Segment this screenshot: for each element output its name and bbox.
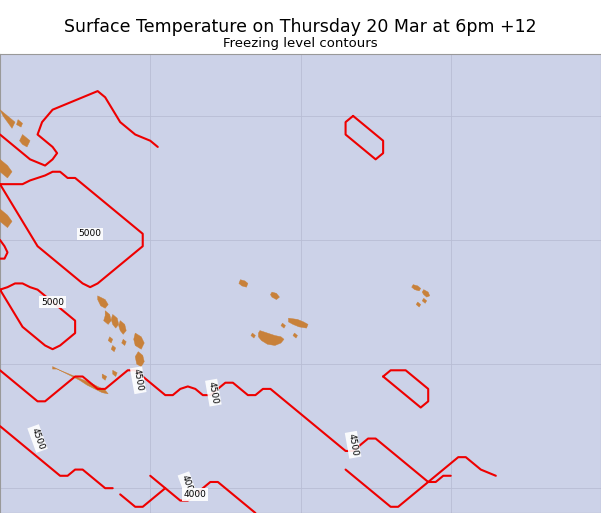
Polygon shape [134,333,144,349]
Polygon shape [281,323,285,328]
Polygon shape [422,299,427,303]
Polygon shape [270,292,279,300]
Text: Surface Temperature on Thursday 20 Mar at 6pm +12: Surface Temperature on Thursday 20 Mar a… [64,18,537,36]
Polygon shape [119,321,126,334]
Polygon shape [53,367,108,394]
Polygon shape [416,302,421,307]
Polygon shape [108,337,113,343]
Text: 4500: 4500 [347,432,359,457]
Polygon shape [288,318,308,328]
Polygon shape [0,209,12,228]
Polygon shape [121,339,126,345]
Polygon shape [412,285,421,291]
Polygon shape [0,160,12,178]
Polygon shape [104,311,111,324]
Text: 4000: 4000 [180,473,196,498]
Text: 4500: 4500 [207,381,220,405]
Polygon shape [0,110,15,128]
Text: Freezing level contours: Freezing level contours [223,37,378,50]
Text: 5000: 5000 [41,298,64,307]
Polygon shape [251,333,255,338]
Polygon shape [239,280,248,287]
Polygon shape [20,134,30,147]
Text: 4000: 4000 [184,490,207,499]
Polygon shape [111,345,116,352]
Text: 4500: 4500 [29,426,46,451]
Polygon shape [293,333,297,338]
Polygon shape [97,296,108,308]
Polygon shape [111,314,119,328]
Polygon shape [422,290,430,297]
Polygon shape [113,370,117,377]
Polygon shape [17,120,22,127]
Text: 4500: 4500 [132,368,145,392]
Polygon shape [102,374,106,380]
Polygon shape [258,330,284,345]
Polygon shape [135,352,144,367]
Text: 5000: 5000 [79,229,102,239]
